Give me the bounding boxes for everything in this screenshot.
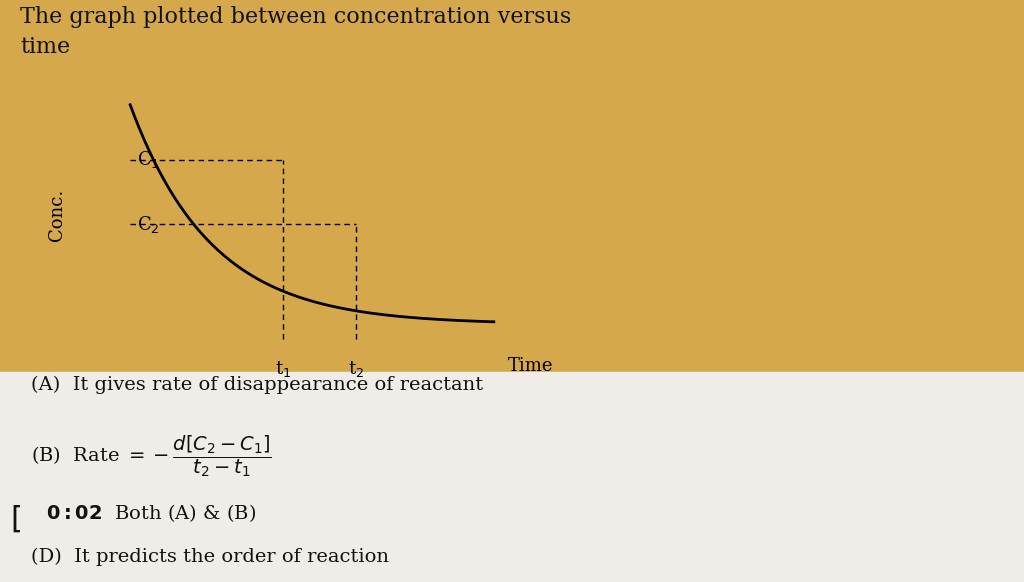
Text: (A)  It gives rate of disappearance of reactant: (A) It gives rate of disappearance of re… <box>31 375 483 393</box>
Text: (B)  Rate $= -\dfrac{d[C_2 - C_1]}{t_2 - t_1}$: (B) Rate $= -\dfrac{d[C_2 - C_1]}{t_2 - … <box>31 434 271 479</box>
Text: The graph plotted between concentration versus
time: The graph plotted between concentration … <box>20 6 571 58</box>
Text: Time: Time <box>508 357 554 375</box>
Text: $[$: $[$ <box>10 503 22 534</box>
Text: t$_1$: t$_1$ <box>274 359 291 379</box>
Text: C$_1$: C$_1$ <box>137 149 160 170</box>
Text: t$_2$: t$_2$ <box>347 359 364 379</box>
Text: Conc.: Conc. <box>48 189 67 240</box>
Text: $\mathbf{0{:}02}$  Both (A) & (B): $\mathbf{0{:}02}$ Both (A) & (B) <box>46 502 256 524</box>
Text: C$_2$: C$_2$ <box>137 214 160 235</box>
Text: (D)  It predicts the order of reaction: (D) It predicts the order of reaction <box>31 548 389 566</box>
